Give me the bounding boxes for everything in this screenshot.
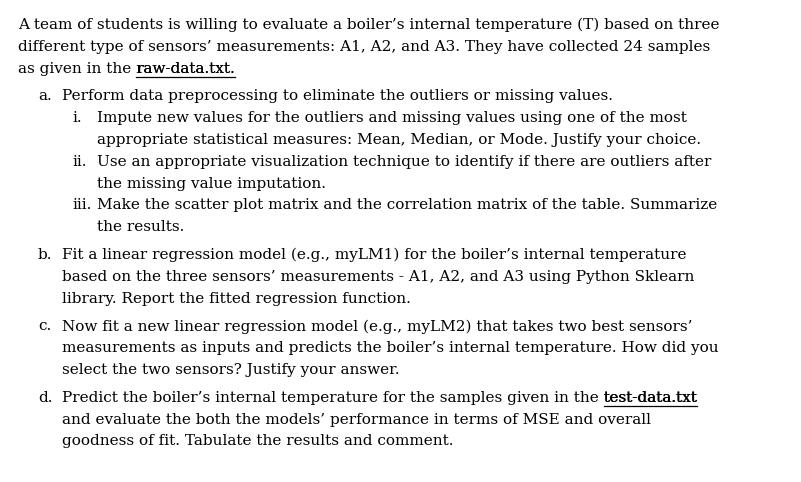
Text: raw-data.txt.: raw-data.txt. — [136, 62, 235, 76]
Text: Now fit a new linear regression model (e.g., myLM2) that takes two best sensors’: Now fit a new linear regression model (e… — [62, 320, 693, 334]
Text: Perform data preprocessing to eliminate the outliers or missing values.: Perform data preprocessing to eliminate … — [62, 89, 613, 104]
Text: Predict the boiler’s internal temperature for the samples given in the test-data: Predict the boiler’s internal temperatur… — [62, 391, 697, 405]
Text: appropriate statistical measures: Mean, Median, or Mode. Justify your choice.: appropriate statistical measures: Mean, … — [97, 133, 701, 147]
Text: Impute new values for the outliers and missing values using one of the most: Impute new values for the outliers and m… — [97, 111, 687, 125]
Text: different type of sensors’ measurements: A1, A2, and A3. They have collected 24 : different type of sensors’ measurements:… — [18, 40, 710, 54]
Text: iii.: iii. — [72, 199, 91, 213]
Text: as given in the raw-data.txt.: as given in the raw-data.txt. — [18, 62, 235, 76]
Text: Use an appropriate visualization technique to identify if there are outliers aft: Use an appropriate visualization techniq… — [97, 155, 711, 169]
Text: ii.: ii. — [72, 155, 87, 169]
Text: goodness of fit. Tabulate the results and comment.: goodness of fit. Tabulate the results an… — [62, 434, 453, 448]
Text: c.: c. — [38, 320, 51, 334]
Text: Fit a linear regression model (e.g., myLM1) for the boiler’s internal temperatur: Fit a linear regression model (e.g., myL… — [62, 248, 686, 262]
Text: the missing value imputation.: the missing value imputation. — [97, 176, 326, 190]
Text: library. Report the fitted regression function.: library. Report the fitted regression fu… — [62, 292, 411, 306]
Text: test-data.txt: test-data.txt — [604, 391, 697, 405]
Text: b.: b. — [38, 248, 53, 262]
Text: Make the scatter plot matrix and the correlation matrix of the table. Summarize: Make the scatter plot matrix and the cor… — [97, 199, 717, 213]
Text: A team of students is willing to evaluate a boiler’s internal temperature (T) ba: A team of students is willing to evaluat… — [18, 18, 719, 32]
Text: select the two sensors? Justify your answer.: select the two sensors? Justify your ans… — [62, 363, 400, 377]
Text: d.: d. — [38, 391, 53, 405]
Text: a.: a. — [38, 89, 52, 104]
Text: the results.: the results. — [97, 220, 184, 234]
Text: based on the three sensors’ measurements - A1, A2, and A3 using Python Sklearn: based on the three sensors’ measurements… — [62, 270, 694, 284]
Text: and evaluate the both the models’ performance in terms of MSE and overall: and evaluate the both the models’ perfor… — [62, 413, 651, 427]
Text: measurements as inputs and predicts the boiler’s internal temperature. How did y: measurements as inputs and predicts the … — [62, 341, 718, 355]
Text: i.: i. — [72, 111, 82, 125]
